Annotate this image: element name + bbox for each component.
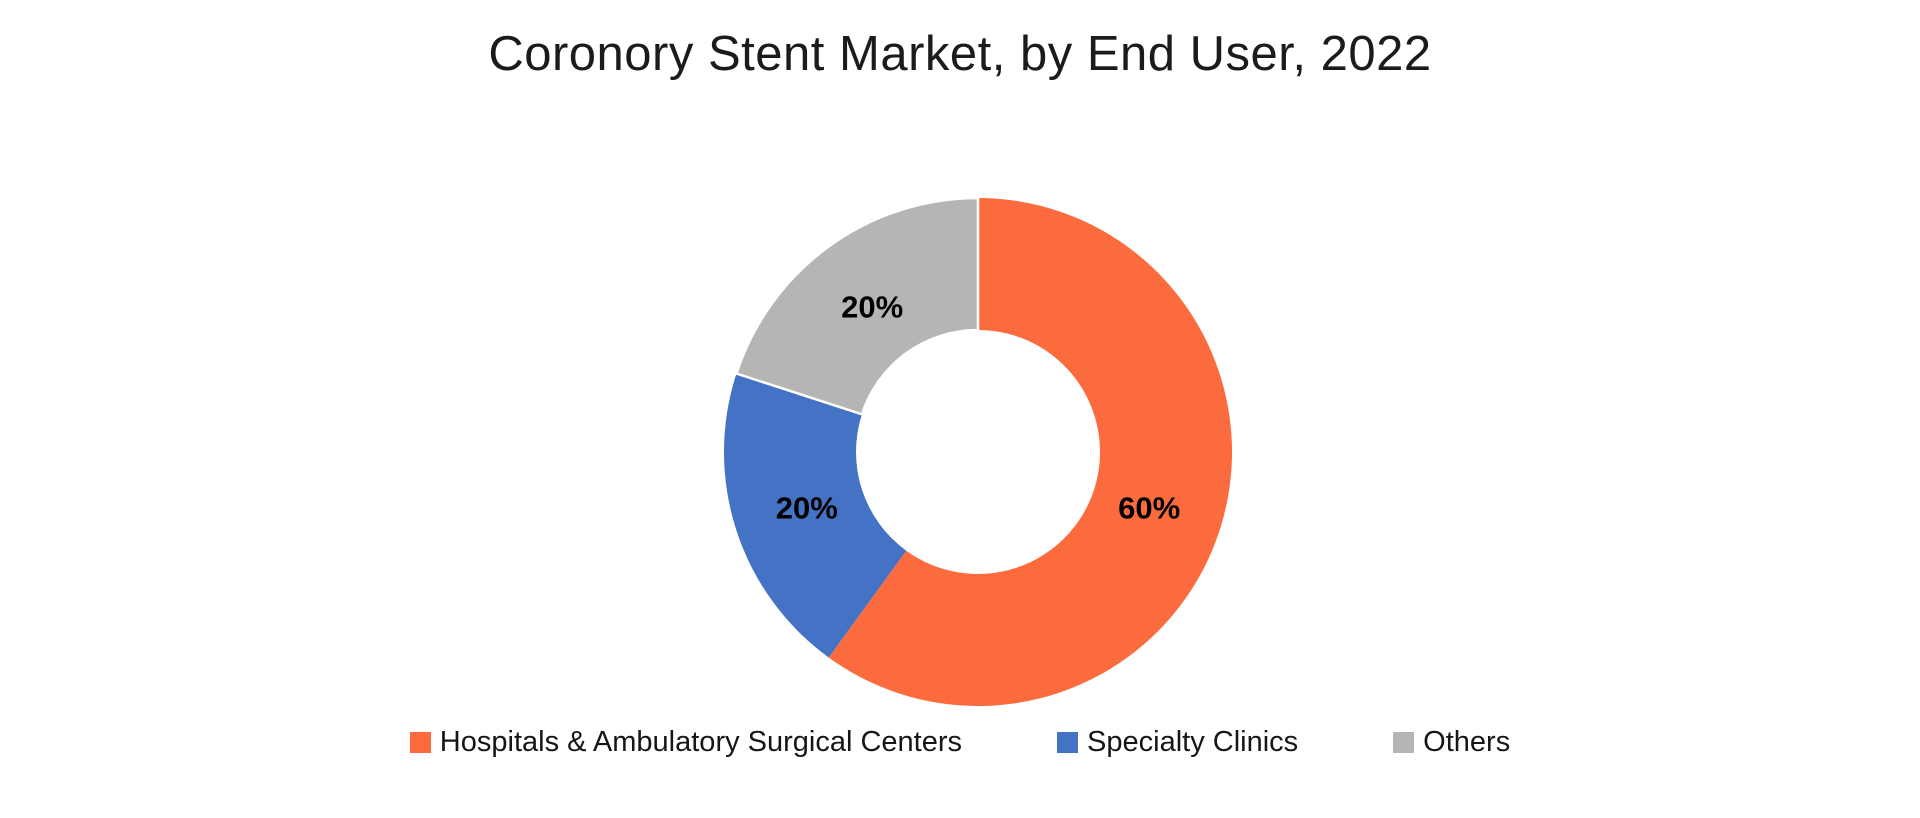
donut-slice-1: [723, 373, 907, 658]
legend-swatch-hospitals: [409, 732, 431, 753]
donut-svg: 60% 20% 20%: [723, 196, 1232, 706]
data-label-2: 20%: [841, 289, 903, 324]
data-label-0: 60%: [1118, 491, 1180, 526]
legend-swatch-specialty-clinics: [1057, 732, 1079, 753]
legend-item-others: Others: [1393, 726, 1510, 759]
donut-slice-2: [735, 196, 980, 416]
legend-label-hospitals: Hospitals & Ambulatory Surgical Centers: [439, 726, 963, 758]
donut-slice-0: [828, 198, 1232, 706]
legend-label-others: Others: [1423, 726, 1511, 758]
data-label-1: 20%: [776, 491, 838, 526]
chart-title: Coronory Stent Market, by End User, 2022: [488, 27, 1432, 81]
legend-label-specialty-clinics: Specialty Clinics: [1087, 726, 1299, 758]
donut-chart: 60% 20% 20%: [718, 192, 1238, 712]
legend-swatch-others: [1393, 732, 1415, 753]
legend: Hospitals & Ambulatory Surgical Centers …: [0, 726, 1920, 759]
legend-item-specialty-clinics: Specialty Clinics: [1057, 726, 1298, 759]
legend-item-hospitals: Hospitals & Ambulatory Surgical Centers: [409, 726, 963, 759]
